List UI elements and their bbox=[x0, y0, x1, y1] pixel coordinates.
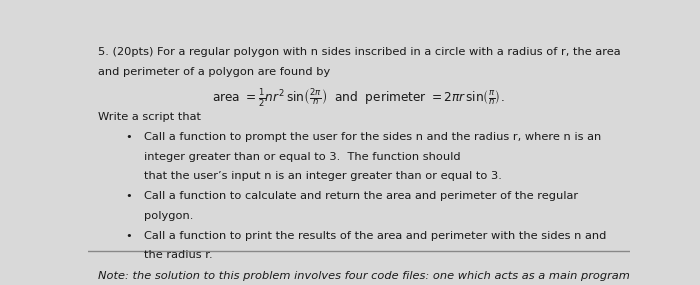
Text: •: • bbox=[125, 132, 132, 142]
Text: polygon.: polygon. bbox=[144, 211, 194, 221]
Text: Call a function to calculate and return the area and perimeter of the regular: Call a function to calculate and return … bbox=[144, 191, 579, 201]
Text: that the user’s input n is an integer greater than or equal to 3.: that the user’s input n is an integer gr… bbox=[144, 171, 503, 181]
Text: Call a function to prompt the user for the sides n and the radius r, where n is : Call a function to prompt the user for t… bbox=[144, 132, 602, 142]
Text: •: • bbox=[125, 231, 132, 241]
Text: Write a script that: Write a script that bbox=[98, 112, 202, 122]
Text: integer greater than or equal to 3.  The function should: integer greater than or equal to 3. The … bbox=[144, 152, 465, 162]
Text: 5. (20pts) For a regular polygon with n sides inscribed in a circle with a radiu: 5. (20pts) For a regular polygon with n … bbox=[98, 47, 621, 57]
Text: Note: the solution to this problem involves four code files: one which acts as a: Note: the solution to this problem invol… bbox=[98, 271, 630, 281]
Text: the radius r.: the radius r. bbox=[144, 250, 213, 260]
Text: Call a function to print the results of the area and perimeter with the sides n : Call a function to print the results of … bbox=[144, 231, 607, 241]
Text: area $= \frac{1}{2}nr^{2}\,\sin\!\left(\frac{2\pi}{n}\right)$  and  perimeter $=: area $= \frac{1}{2}nr^{2}\,\sin\!\left(\… bbox=[213, 87, 505, 109]
Text: and perimeter of a polygon are found by: and perimeter of a polygon are found by bbox=[98, 67, 330, 77]
Text: •: • bbox=[125, 191, 132, 201]
